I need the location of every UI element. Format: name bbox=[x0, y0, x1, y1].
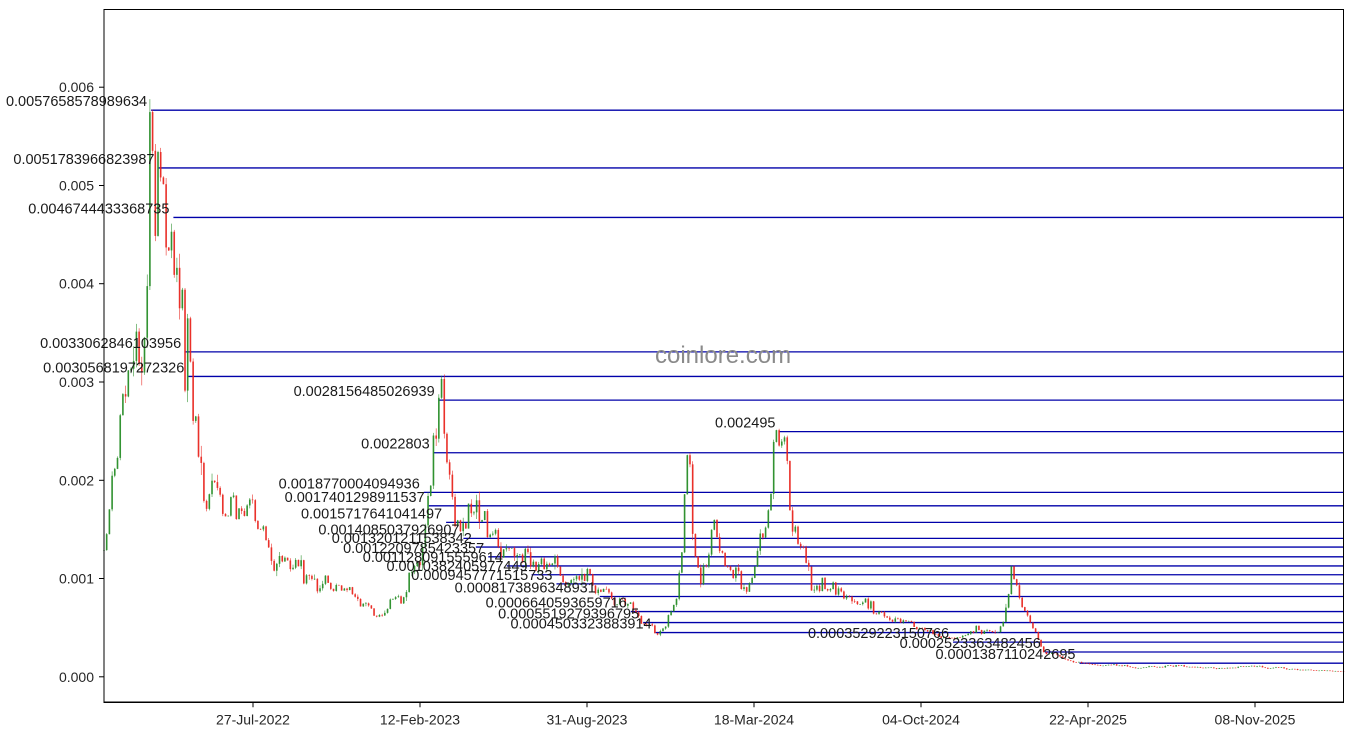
svg-text:0.0046744433368735: 0.0046744433368735 bbox=[28, 202, 169, 218]
svg-text:08-Nov-2025: 08-Nov-2025 bbox=[1215, 711, 1296, 727]
svg-text:0.0030568197272326: 0.0030568197272326 bbox=[43, 360, 184, 376]
svg-text:0.006: 0.006 bbox=[59, 79, 94, 95]
svg-text:0.0057658578989634: 0.0057658578989634 bbox=[6, 94, 147, 110]
svg-text:0.0028156485026939: 0.0028156485026939 bbox=[294, 384, 435, 400]
svg-text:0.005: 0.005 bbox=[59, 178, 94, 194]
svg-text:12-Feb-2023: 12-Feb-2023 bbox=[380, 711, 460, 727]
svg-text:31-Aug-2023: 31-Aug-2023 bbox=[547, 711, 628, 727]
svg-text:0.0004503323883914: 0.0004503323883914 bbox=[510, 617, 651, 633]
svg-text:0.000: 0.000 bbox=[59, 669, 94, 685]
svg-text:0.0008173896348931: 0.0008173896348931 bbox=[455, 581, 596, 597]
svg-text:0.0015717641041497: 0.0015717641041497 bbox=[301, 506, 442, 522]
svg-text:0.0051783966823987: 0.0051783966823987 bbox=[13, 152, 154, 168]
svg-text:0.0033062846103956: 0.0033062846103956 bbox=[40, 336, 181, 352]
svg-text:22-Apr-2025: 22-Apr-2025 bbox=[1049, 711, 1127, 727]
svg-text:0.002: 0.002 bbox=[59, 472, 94, 488]
svg-text:0.0017401298911537: 0.0017401298911537 bbox=[285, 490, 425, 506]
svg-text:04-Oct-2024: 04-Oct-2024 bbox=[882, 711, 960, 727]
svg-text:27-Jul-2022: 27-Jul-2022 bbox=[216, 711, 290, 727]
svg-text:0.004: 0.004 bbox=[59, 276, 94, 292]
svg-text:0.0001387110242695: 0.0001387110242695 bbox=[935, 647, 1075, 663]
svg-text:0.001: 0.001 bbox=[59, 571, 94, 587]
svg-text:0.0022803: 0.0022803 bbox=[361, 437, 430, 453]
svg-text:18-Mar-2024: 18-Mar-2024 bbox=[714, 711, 794, 727]
svg-text:0.002495: 0.002495 bbox=[715, 416, 775, 432]
svg-text:coinlore.com: coinlore.com bbox=[655, 342, 791, 369]
